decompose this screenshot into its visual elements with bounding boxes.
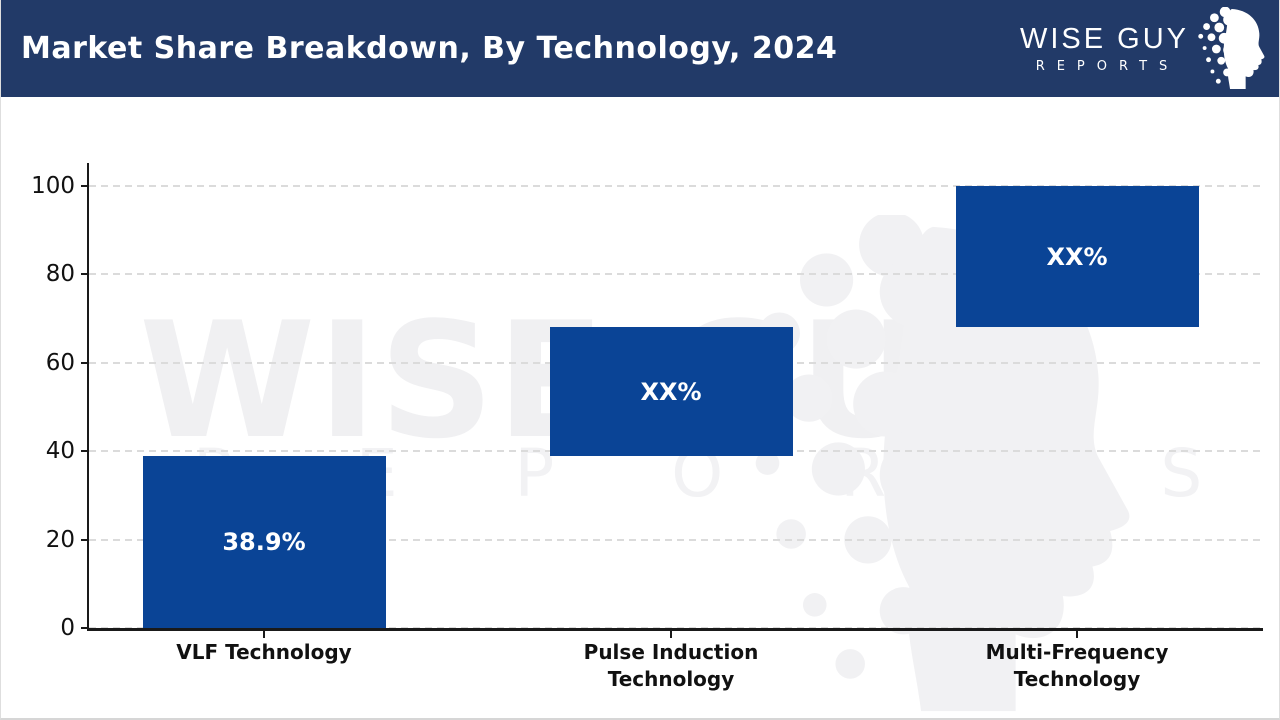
logo-face-icon [1198, 6, 1265, 89]
plot-area: 0 20 40 60 80 100 38.9% XX% XX% VLF Technology Pul… [1, 97, 1279, 718]
x-axis-tick [670, 631, 672, 638]
waterfall-bar: XX% [549, 327, 793, 457]
x-category-label: Pulse Induction [583, 640, 759, 664]
wiseguy-logo: WISE GUY REPORTS [1019, 6, 1267, 91]
logo-reports-text: REPORTS [1035, 58, 1180, 74]
bar-value-label: XX% [640, 377, 702, 406]
y-axis-tick [81, 361, 89, 364]
y-tick-label: 40 [45, 438, 75, 465]
x-category-label: Technology [607, 667, 735, 691]
chart-area: WISE GUY R E P O R T S 0 20 40 60 80 100 38.9%… [1, 97, 1279, 718]
bar-value-label: 38.9% [222, 528, 306, 557]
x-axis-tick [263, 631, 265, 638]
waterfall-bar: 38.9% [142, 456, 386, 628]
y-tick-label: 100 [31, 173, 75, 199]
y-axis-tick [81, 538, 89, 541]
y-tick-label: 20 [45, 526, 75, 553]
gridline [89, 538, 1263, 541]
bar-value-label: XX% [1046, 242, 1108, 271]
y-axis-tick [81, 273, 89, 276]
y-tick-label: 60 [45, 349, 75, 376]
y-axis-line [87, 163, 89, 631]
header-bar: Market Share Breakdown, By Technology, 2… [1, 0, 1279, 97]
y-axis-tick [81, 627, 89, 629]
x-category-label: Multi-Frequency [985, 640, 1169, 664]
x-axis-tick [1076, 631, 1078, 638]
y-axis-tick [81, 450, 89, 453]
logo-text: WISE GUY REPORTS [1019, 22, 1189, 74]
x-category-label: VLF Technology [176, 640, 352, 664]
gridline [89, 273, 1263, 276]
gridline [89, 185, 1263, 187]
y-tick-label: 0 [60, 615, 75, 641]
y-axis-tick [81, 185, 89, 187]
x-axis-line [87, 628, 1263, 631]
logo-brand-text: WISE GUY [1019, 22, 1189, 55]
waterfall-bar: XX% [955, 186, 1199, 328]
y-tick-label: 80 [45, 261, 75, 288]
chart-title: Market Share Breakdown, By Technology, 2… [21, 31, 838, 66]
x-category-label: Technology [1013, 667, 1141, 691]
